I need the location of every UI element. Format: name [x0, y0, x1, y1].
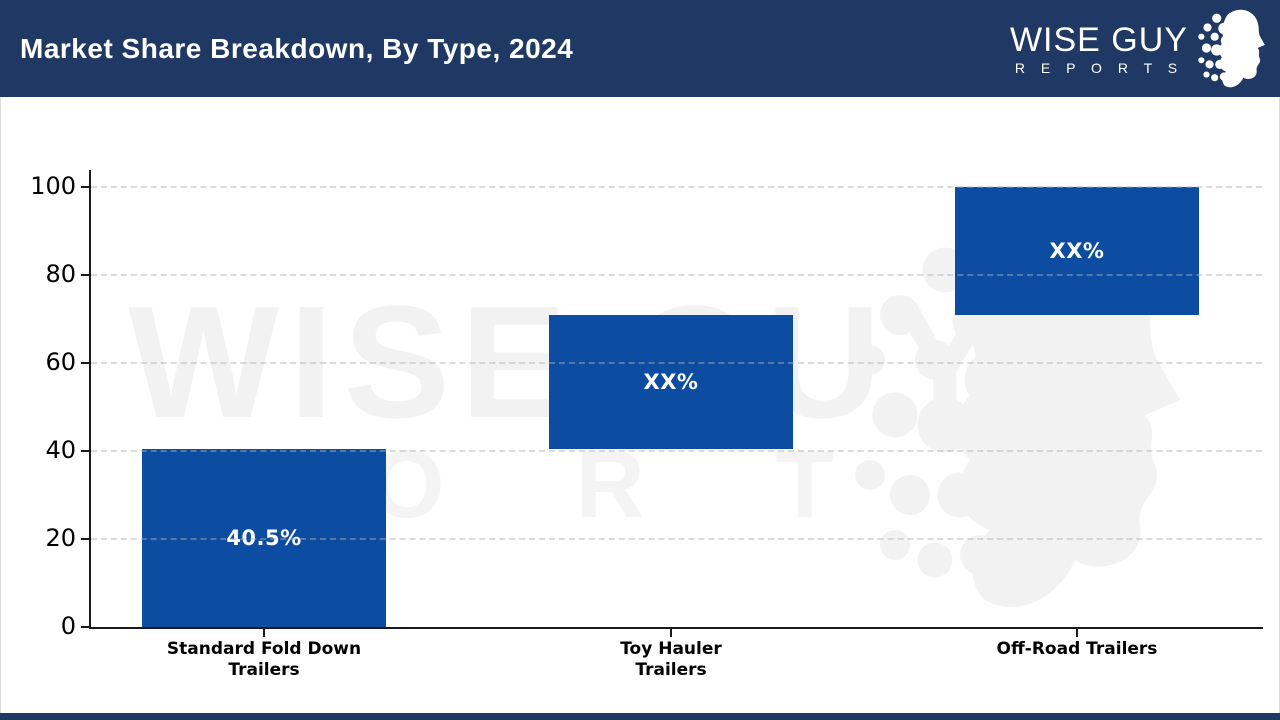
y-tick-label: 100	[30, 172, 76, 200]
y-tick-label: 80	[45, 260, 76, 288]
y-tick-label: 60	[45, 348, 76, 376]
gridline	[91, 274, 1262, 276]
x-category-label-line: Toy Hauler	[620, 639, 722, 659]
y-tick-label: 20	[45, 524, 76, 552]
bar-value-label: XX%	[1049, 238, 1105, 263]
bar: XX%	[549, 314, 793, 449]
x-category-label: Off-Road Trailers	[877, 639, 1277, 660]
logo-subtitle: R E P O R T S	[1014, 59, 1184, 76]
x-category-label-line: Off-Road Trailers	[996, 639, 1158, 659]
x-category-label: Toy Hauler Trailers	[471, 639, 871, 681]
bar-value-label: XX%	[643, 369, 699, 394]
x-tick-mark	[670, 629, 672, 637]
bar-value-label: 40.5%	[226, 525, 302, 550]
y-tick-mark	[81, 538, 89, 540]
x-category-label-line: Trailers	[635, 660, 707, 680]
x-tick-mark	[263, 629, 265, 637]
x-category-label: Standard Fold Down Trailers	[64, 639, 464, 681]
logo-face-dots-icon	[1198, 9, 1265, 87]
header-bar: Market Share Breakdown, By Type, 2024 WI…	[0, 0, 1280, 97]
y-tick-mark	[81, 362, 89, 364]
gridline	[91, 362, 1262, 364]
x-axis-line	[89, 627, 1263, 629]
x-tick-mark	[1076, 629, 1078, 637]
wise-guy-reports-logo: WISE GUY R E P O R T S	[1010, 6, 1280, 92]
x-category-label-line: Standard Fold Down	[166, 639, 362, 659]
y-tick-mark	[81, 274, 89, 276]
bar: XX%	[955, 187, 1199, 315]
y-tick-mark	[81, 626, 89, 628]
chart-title: Market Share Breakdown, By Type, 2024	[20, 32, 574, 64]
gridline	[91, 450, 1262, 452]
logo-text: WISE GUY R E P O R T S	[1010, 23, 1188, 75]
y-tick-mark	[81, 186, 89, 188]
logo-wordmark: WISE GUY	[1009, 20, 1188, 59]
x-category-label-line: Trailers	[228, 660, 300, 680]
footer-bar	[0, 713, 1280, 720]
y-tick-label: 40	[45, 436, 76, 464]
gridline	[91, 186, 1262, 188]
y-axis-line	[89, 170, 91, 628]
left-border	[0, 97, 1, 720]
y-tick-mark	[81, 450, 89, 452]
gridline	[91, 538, 1262, 540]
y-tick-label: 0	[60, 612, 76, 640]
bar: 40.5%	[142, 448, 386, 627]
